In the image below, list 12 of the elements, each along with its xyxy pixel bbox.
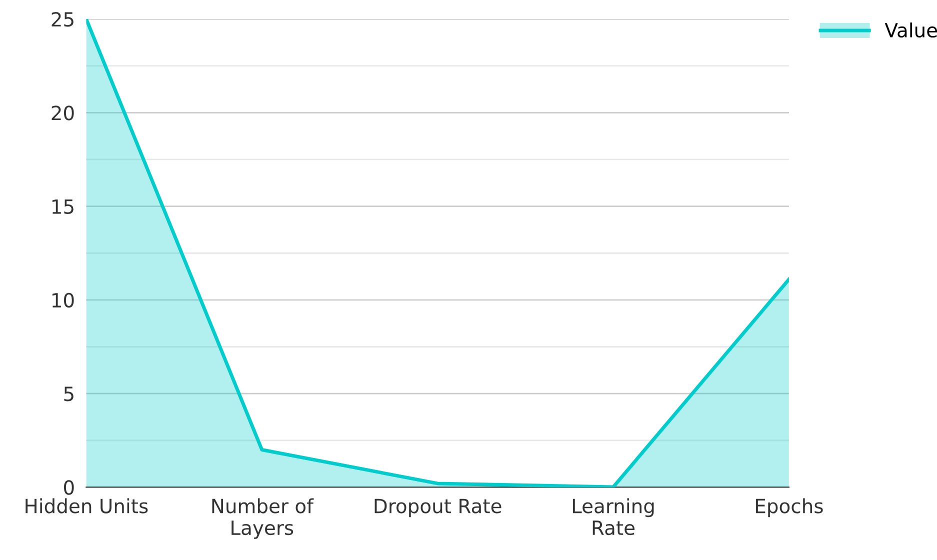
y-tick-label: 15 bbox=[52, 200, 74, 214]
x-tick-label: Epochs bbox=[756, 498, 823, 518]
y-tick-label: 5 bbox=[64, 386, 74, 402]
y-tick-label: 0 bbox=[64, 480, 74, 495]
y-tick-label: 25 bbox=[52, 12, 74, 27]
y-tick-label: 20 bbox=[52, 106, 74, 120]
x-tick-label: Learning Rate bbox=[572, 498, 654, 536]
x-tick-label: Dropout Rate bbox=[374, 498, 502, 518]
x-tick-label: Number of Layers bbox=[212, 498, 314, 539]
y-tick-label: 10 bbox=[52, 292, 74, 308]
legend-label: Value bbox=[884, 22, 937, 38]
x-tick-label: Hidden Units bbox=[26, 498, 148, 514]
